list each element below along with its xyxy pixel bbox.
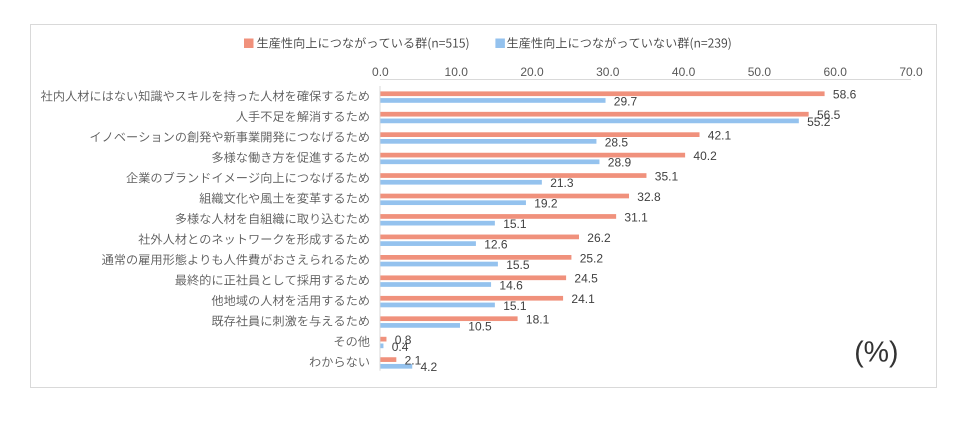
svg-text:15.1: 15.1	[503, 299, 527, 313]
svg-text:60.0: 60.0	[824, 65, 848, 79]
svg-text:40.0: 40.0	[672, 65, 696, 79]
svg-text:19.2: 19.2	[534, 197, 558, 211]
svg-text:30.0: 30.0	[596, 65, 620, 79]
svg-text:24.5: 24.5	[574, 272, 598, 286]
svg-text:15.5: 15.5	[506, 258, 530, 272]
svg-text:50.0: 50.0	[748, 65, 772, 79]
svg-text:58.6: 58.6	[833, 88, 857, 102]
svg-text:32.8: 32.8	[637, 190, 661, 204]
svg-text:2.1: 2.1	[405, 354, 422, 368]
svg-text:26.2: 26.2	[587, 231, 611, 245]
svg-text:42.1: 42.1	[708, 129, 732, 143]
svg-text:0.8: 0.8	[395, 333, 412, 347]
svg-text:20.0: 20.0	[520, 65, 544, 79]
svg-text:14.6: 14.6	[499, 278, 523, 292]
svg-text:28.9: 28.9	[608, 156, 632, 170]
svg-text:70.0: 70.0	[899, 65, 923, 79]
svg-text:18.1: 18.1	[526, 313, 550, 327]
svg-text:15.1: 15.1	[503, 217, 527, 231]
svg-text:29.7: 29.7	[614, 94, 638, 108]
svg-text:55.2: 55.2	[807, 115, 831, 129]
svg-text:0.0: 0.0	[372, 65, 389, 79]
svg-text:0.4: 0.4	[392, 340, 409, 354]
svg-text:21.3: 21.3	[550, 176, 574, 190]
svg-text:12.6: 12.6	[484, 238, 508, 252]
svg-text:40.2: 40.2	[693, 149, 717, 163]
svg-text:24.1: 24.1	[571, 292, 595, 306]
svg-text:(%): (%)	[854, 337, 898, 369]
svg-text:56.5: 56.5	[817, 108, 841, 122]
svg-text:28.5: 28.5	[605, 135, 629, 149]
svg-text:35.1: 35.1	[655, 169, 679, 183]
svg-text:25.2: 25.2	[580, 251, 604, 265]
svg-text:4.2: 4.2	[421, 360, 438, 374]
svg-text:10.5: 10.5	[468, 319, 492, 333]
svg-text:31.1: 31.1	[624, 210, 648, 224]
svg-text:10.0: 10.0	[445, 65, 469, 79]
